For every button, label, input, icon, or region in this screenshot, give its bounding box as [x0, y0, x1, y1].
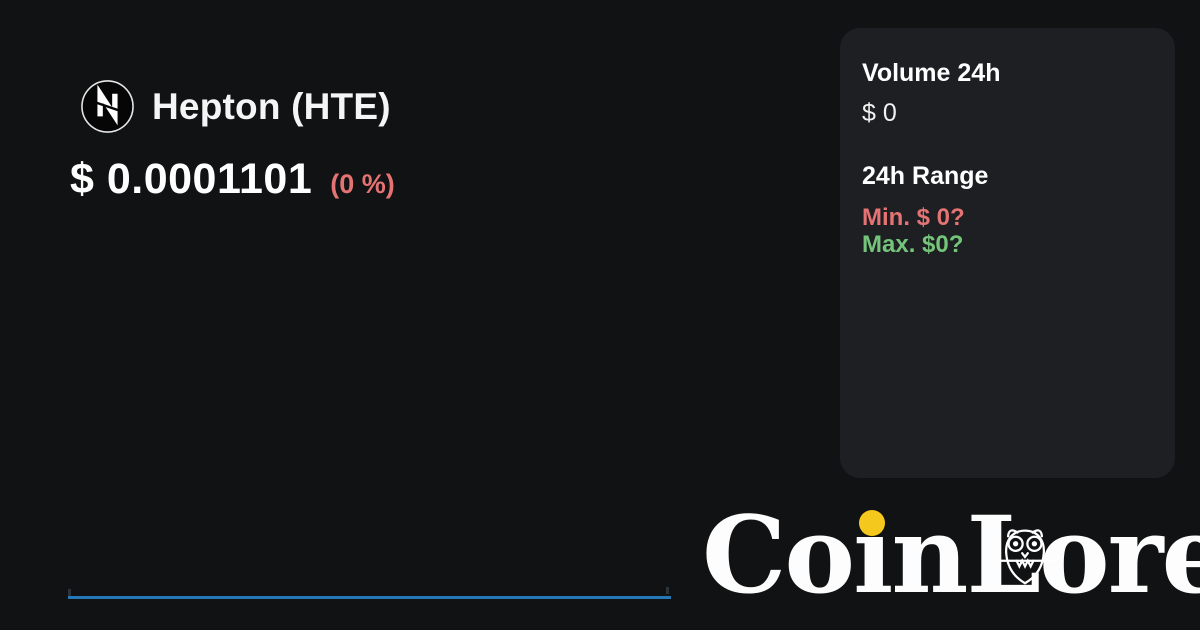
coin-price: $ 0.0001101 [70, 155, 313, 203]
range-max-value: Max. $0? [862, 231, 964, 258]
coin-header: Hepton (HTE) [80, 79, 391, 134]
logo-text-part3: ore [1038, 492, 1200, 617]
logo-letter-l: L [966, 502, 1054, 608]
range-label: 24h Range [862, 162, 989, 190]
price-change-badge: (0 %) [330, 169, 395, 199]
volume-value: $ 0 [862, 99, 897, 127]
volume-label: Volume 24h [862, 59, 1001, 87]
chart-tick-right [666, 587, 669, 594]
coin-title: Hepton (HTE) [152, 86, 391, 127]
chart-tick-left [68, 589, 71, 596]
price-row: $ 0.0001101 (0 %) [70, 155, 395, 204]
price-chart-line [68, 587, 671, 599]
stats-card: Volume 24h $ 0 24h Range Min. $ 0? Max. … [840, 28, 1175, 478]
logo-yellow-dot-icon [859, 510, 886, 536]
logo-text-part2: n [891, 492, 968, 617]
owl-mascot-icon [997, 529, 1054, 585]
hepton-coin-icon [81, 80, 134, 133]
coinlore-logo: Coı nL ore [702, 492, 1200, 617]
logo-text-part1: Co [702, 492, 855, 617]
logo-letter-i: ı [853, 502, 893, 608]
range-min-value: Min. $ 0? [862, 204, 965, 231]
